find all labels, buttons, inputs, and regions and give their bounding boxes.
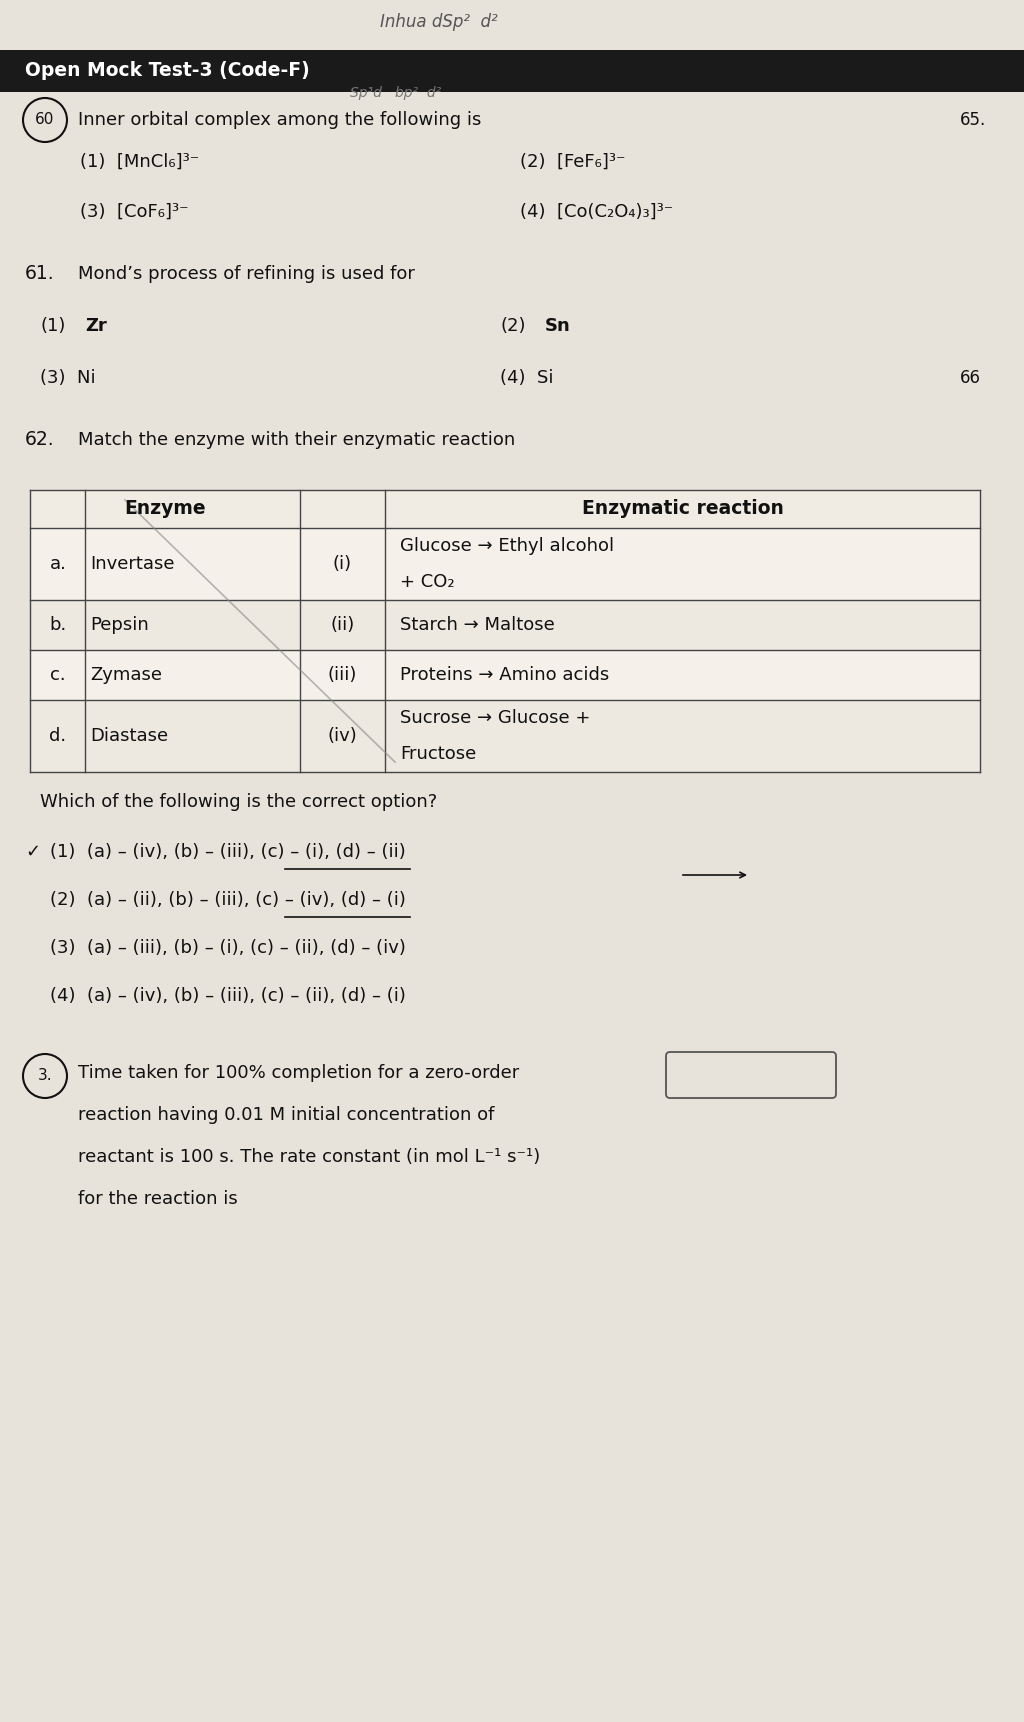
Text: (iii): (iii)	[328, 666, 357, 684]
Text: 65.: 65.	[961, 110, 986, 129]
Text: Proteins → Amino acids: Proteins → Amino acids	[400, 666, 609, 684]
Text: Inner orbital complex among the following is: Inner orbital complex among the followin…	[78, 110, 481, 129]
Text: (3)  Ni: (3) Ni	[40, 369, 95, 387]
Text: reaction having 0.01 M initial concentration of: reaction having 0.01 M initial concentra…	[78, 1106, 495, 1124]
Text: (3)  (a) – (iii), (b) – (i), (c) – (ii), (d) – (iv): (3) (a) – (iii), (b) – (i), (c) – (ii), …	[50, 938, 406, 957]
Text: (2)  (a) – (ii), (b) – (iii), (c) – (iv), (d) – (i): (2) (a) – (ii), (b) – (iii), (c) – (iv),…	[50, 890, 406, 909]
Text: b.: b.	[49, 616, 67, 634]
Text: Glucose → Ethyl alcohol: Glucose → Ethyl alcohol	[400, 537, 614, 554]
Text: d.: d.	[49, 727, 67, 746]
Text: Sp³d   bp²  d²: Sp³d bp² d²	[350, 86, 441, 100]
Text: Open Mock Test-3 (Code-F): Open Mock Test-3 (Code-F)	[25, 60, 309, 79]
Text: Starch → Maltose: Starch → Maltose	[400, 616, 555, 634]
Text: 3.: 3.	[38, 1068, 52, 1083]
Text: Zymase: Zymase	[90, 666, 162, 684]
Text: a.: a.	[49, 554, 67, 573]
Text: (4)  Si: (4) Si	[500, 369, 554, 387]
Text: Which of the following is the correct option?: Which of the following is the correct op…	[40, 794, 437, 811]
Text: (4)  [Co(C₂O₄)₃]³⁻: (4) [Co(C₂O₄)₃]³⁻	[520, 203, 673, 220]
FancyBboxPatch shape	[0, 50, 1024, 91]
Text: Fructose: Fructose	[400, 746, 476, 763]
Text: (ii): (ii)	[331, 616, 354, 634]
Text: for the reaction is: for the reaction is	[78, 1190, 238, 1209]
Text: Inhua dSp²  d²: Inhua dSp² d²	[380, 14, 498, 31]
Text: (2)  [FeF₆]³⁻: (2) [FeF₆]³⁻	[520, 153, 626, 170]
Text: (1): (1)	[40, 317, 66, 336]
Text: (3)  [CoF₆]³⁻: (3) [CoF₆]³⁻	[80, 203, 188, 220]
Text: 60: 60	[35, 112, 54, 127]
Text: 61.: 61.	[25, 263, 54, 282]
FancyBboxPatch shape	[30, 599, 980, 649]
Text: Mond’s process of refining is used for: Mond’s process of refining is used for	[78, 265, 415, 282]
Text: Enzyme: Enzyme	[124, 499, 206, 518]
FancyBboxPatch shape	[30, 529, 980, 599]
FancyBboxPatch shape	[30, 701, 980, 771]
Text: c.: c.	[50, 666, 66, 684]
Text: (iv): (iv)	[328, 727, 357, 746]
Text: Invertase: Invertase	[90, 554, 174, 573]
Text: Sn: Sn	[545, 317, 570, 336]
FancyBboxPatch shape	[30, 649, 980, 701]
Text: Diastase: Diastase	[90, 727, 168, 746]
Text: (1)  (a) – (iv), (b) – (iii), (c) – (i), (d) – (ii): (1) (a) – (iv), (b) – (iii), (c) – (i), …	[50, 844, 406, 861]
Text: Sucrose → Glucose +: Sucrose → Glucose +	[400, 709, 591, 727]
Text: Pepsin: Pepsin	[90, 616, 148, 634]
Text: Enzymatic reaction: Enzymatic reaction	[582, 499, 783, 518]
Text: (1)  [MnCl₆]³⁻: (1) [MnCl₆]³⁻	[80, 153, 200, 170]
Text: Match the enzyme with their enzymatic reaction: Match the enzyme with their enzymatic re…	[78, 430, 515, 449]
Text: (i): (i)	[333, 554, 352, 573]
Text: ✓: ✓	[25, 844, 40, 861]
Text: (2): (2)	[500, 317, 525, 336]
Text: (4)  (a) – (iv), (b) – (iii), (c) – (ii), (d) – (i): (4) (a) – (iv), (b) – (iii), (c) – (ii),…	[50, 987, 406, 1006]
Text: Zr: Zr	[85, 317, 106, 336]
Text: Time taken for 100% completion for a zero-order: Time taken for 100% completion for a zer…	[78, 1064, 519, 1081]
Text: 66: 66	[961, 369, 981, 387]
Text: + CO₂: + CO₂	[400, 573, 455, 591]
FancyBboxPatch shape	[30, 491, 980, 529]
Text: reactant is 100 s. The rate constant (in mol L⁻¹ s⁻¹): reactant is 100 s. The rate constant (in…	[78, 1149, 541, 1166]
Text: 62.: 62.	[25, 430, 54, 449]
